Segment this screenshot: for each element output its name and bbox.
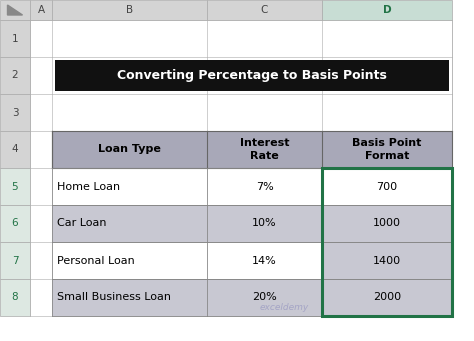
Bar — [30, 57, 452, 94]
Bar — [52, 0, 207, 20]
Text: C: C — [261, 5, 268, 15]
Bar — [30, 94, 452, 131]
Bar — [322, 131, 452, 168]
Bar — [30, 205, 452, 242]
Bar — [0, 168, 30, 205]
Text: Converting Percentage to Basis Points: Converting Percentage to Basis Points — [117, 69, 387, 82]
Bar — [0, 242, 30, 279]
Bar — [0, 0, 30, 20]
Text: Small Business Loan: Small Business Loan — [57, 293, 171, 302]
Bar — [30, 0, 52, 20]
Bar — [55, 60, 449, 91]
Text: 5: 5 — [12, 181, 18, 192]
Bar — [52, 242, 207, 279]
Bar — [30, 131, 452, 168]
Bar — [30, 20, 452, 57]
Text: 20%: 20% — [252, 293, 277, 302]
Bar — [322, 279, 452, 316]
Text: 6: 6 — [12, 219, 18, 228]
Text: 7: 7 — [12, 255, 18, 266]
Bar — [52, 131, 207, 168]
Text: 2: 2 — [12, 71, 18, 80]
Bar — [0, 205, 30, 242]
Bar — [52, 168, 207, 205]
Text: 14%: 14% — [252, 255, 277, 266]
Bar — [207, 168, 322, 205]
Text: Home Loan: Home Loan — [57, 181, 120, 192]
Bar — [30, 242, 452, 279]
Bar — [0, 131, 30, 168]
Text: exceldemy: exceldemy — [260, 303, 309, 312]
Bar — [207, 131, 322, 168]
Text: 4: 4 — [12, 145, 18, 154]
Text: 700: 700 — [376, 181, 398, 192]
Text: 3: 3 — [12, 107, 18, 118]
Text: Basis Point
Format: Basis Point Format — [352, 138, 422, 161]
Polygon shape — [8, 5, 22, 15]
Text: B: B — [126, 5, 133, 15]
Bar — [322, 205, 452, 242]
Text: D: D — [383, 5, 392, 15]
Bar — [207, 242, 322, 279]
Bar — [322, 0, 452, 20]
Text: 2000: 2000 — [373, 293, 401, 302]
Bar — [52, 279, 207, 316]
Text: 1400: 1400 — [373, 255, 401, 266]
Bar — [52, 205, 207, 242]
Bar — [30, 279, 452, 316]
Text: 10%: 10% — [252, 219, 277, 228]
Bar — [207, 205, 322, 242]
Text: Interest
Rate: Interest Rate — [240, 138, 289, 161]
Bar — [322, 242, 452, 279]
Text: 1000: 1000 — [373, 219, 401, 228]
Bar — [207, 0, 322, 20]
Bar — [322, 168, 452, 316]
Bar — [207, 279, 322, 316]
Text: 1: 1 — [12, 33, 18, 44]
Bar — [0, 279, 30, 316]
Bar — [30, 168, 452, 205]
Text: Car Loan: Car Loan — [57, 219, 107, 228]
Bar — [0, 94, 30, 131]
Text: 8: 8 — [12, 293, 18, 302]
Bar — [0, 57, 30, 94]
Bar — [0, 20, 30, 57]
Text: Loan Type: Loan Type — [98, 145, 161, 154]
Bar — [322, 168, 452, 205]
Text: 7%: 7% — [255, 181, 273, 192]
Text: A: A — [37, 5, 45, 15]
Text: Personal Loan: Personal Loan — [57, 255, 135, 266]
